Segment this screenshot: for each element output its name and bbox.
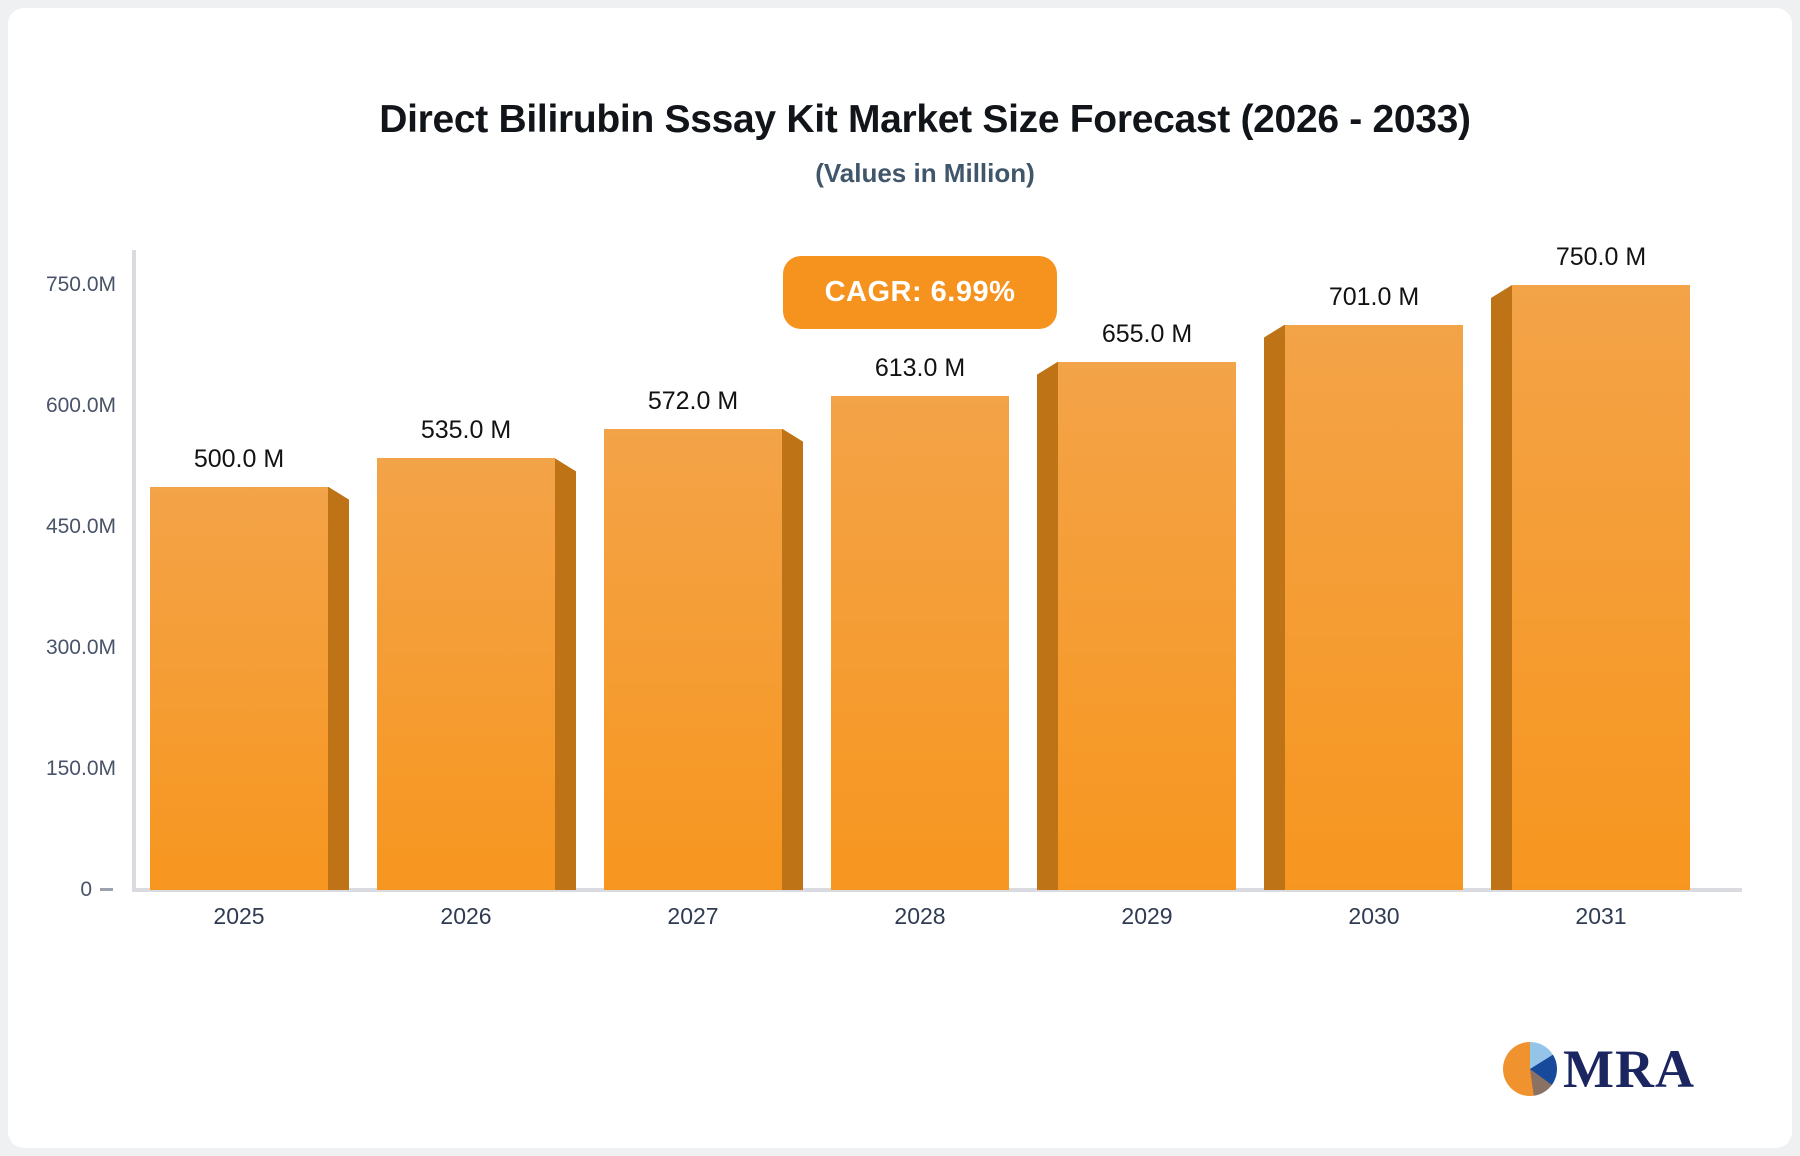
y-tick-label: 0 bbox=[80, 878, 92, 901]
x-tick-label: 2026 bbox=[440, 903, 492, 929]
y-tick-label: 750.0M bbox=[45, 273, 116, 296]
bar-side-face bbox=[1037, 361, 1058, 890]
x-tick-label: 2027 bbox=[667, 903, 719, 929]
y-axis-line bbox=[132, 250, 136, 890]
x-tick-label: 2028 bbox=[894, 903, 946, 929]
cagr-badge-label: CAGR: 6.99% bbox=[824, 276, 1016, 308]
y-tick-label: 150.0M bbox=[45, 757, 116, 780]
bar bbox=[150, 486, 328, 890]
x-tick-label: 2029 bbox=[1121, 903, 1173, 929]
y-tick-label: 450.0M bbox=[45, 515, 116, 538]
bar-value-label: 572.0 M bbox=[647, 386, 739, 415]
x-tick-label: 2030 bbox=[1348, 903, 1400, 929]
bar-side-face bbox=[1491, 285, 1512, 890]
bar bbox=[1285, 324, 1463, 890]
bar-side-face bbox=[1264, 324, 1285, 890]
bar bbox=[1512, 285, 1690, 890]
x-tick-label: 2031 bbox=[1575, 903, 1627, 929]
bar bbox=[377, 458, 555, 890]
cagr-badge: CAGR: 6.99% bbox=[783, 256, 1057, 329]
chart-title: Direct Bilirubin Sssay Kit Market Size F… bbox=[379, 98, 1471, 141]
bar-value-label: 701.0 M bbox=[1328, 282, 1420, 311]
zero-tick-mark bbox=[100, 888, 113, 891]
bar-value-label: 613.0 M bbox=[874, 353, 966, 382]
x-axis-line bbox=[132, 888, 1742, 892]
y-tick-label: 300.0M bbox=[45, 636, 116, 659]
bar-side-face bbox=[782, 428, 803, 890]
bar-side-face bbox=[328, 486, 349, 890]
chart-subtitle: (Values in Million) bbox=[815, 158, 1035, 188]
pie-chart-logo-icon bbox=[1503, 1042, 1557, 1096]
bar-value-label: 535.0 M bbox=[420, 416, 512, 445]
x-tick-label: 2025 bbox=[213, 903, 265, 929]
bar bbox=[604, 428, 782, 890]
bar-value-label: 500.0 M bbox=[193, 444, 285, 473]
bar-value-label: 750.0 M bbox=[1555, 243, 1647, 271]
chart-header: Direct Bilirubin Sssay Kit Market Size F… bbox=[50, 96, 1800, 190]
bar bbox=[831, 395, 1009, 890]
bar bbox=[1058, 361, 1236, 890]
bar-value-label: 655.0 M bbox=[1101, 319, 1193, 348]
y-tick-label: 600.0M bbox=[45, 394, 116, 417]
brand-logo: MRA bbox=[1503, 1038, 1695, 1100]
bar-side-face bbox=[555, 458, 576, 890]
brand-logo-text: MRA bbox=[1563, 1039, 1695, 1099]
